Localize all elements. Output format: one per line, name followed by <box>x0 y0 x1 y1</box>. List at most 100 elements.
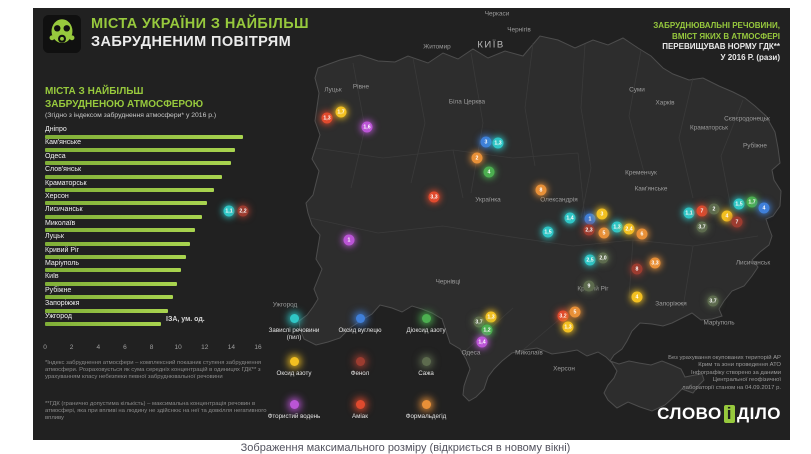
map-city-label: Краматорськ <box>690 124 728 132</box>
bar-city-label: Миколаїв <box>45 219 76 227</box>
map-marker-soot: 3,7 <box>707 295 719 307</box>
legend-label: Сажа <box>418 370 434 377</box>
map-city-label: Херсон <box>553 365 575 373</box>
bar <box>45 188 215 193</box>
axis-tick: 2 <box>69 344 74 351</box>
map-city-label: Олександрія <box>540 196 578 204</box>
bar <box>45 295 173 300</box>
map-marker-dust: 2,5 <box>584 254 596 266</box>
axis-tick: 12 <box>201 344 209 351</box>
map-marker-no: 2,4 <box>623 223 635 235</box>
bar-row: Кривий Ріг <box>45 247 277 260</box>
bar-row: Рубіжне <box>45 287 277 300</box>
image-caption-link[interactable]: Зображення максимального розміру (відкри… <box>240 442 571 454</box>
credits-line: Інфографіку створено за даними <box>690 369 781 376</box>
bar-row: Лисичанськ <box>45 206 277 219</box>
map-marker-formaldehyde: 5 <box>598 227 610 239</box>
map-city-label: Миколаїв <box>515 349 543 357</box>
legend-item-no: Оксид азоту <box>261 357 327 398</box>
bar <box>45 161 232 166</box>
formaldehyde-legend-dot <box>421 400 431 409</box>
map-marker-phenol: 7 <box>731 216 743 228</box>
credits-line: Без урахування окупованих територій АР <box>668 355 781 361</box>
bar-city-label: Краматорськ <box>45 179 87 187</box>
bar-city-label: Луцьк <box>45 233 64 241</box>
legend-item-fluoride: Фтористий водень <box>261 400 327 440</box>
map-marker-dust: 1,3 <box>492 137 504 149</box>
logo-part1: СЛОВО <box>657 404 722 423</box>
bar <box>45 321 161 326</box>
bar-row: Херсон <box>45 193 277 206</box>
bar-row: Ужгород <box>45 313 277 326</box>
bar-row: Дніпро <box>45 126 277 139</box>
infographic-title-line2: ЗАБРУДНЕНИМ ПОВІТРЯМ <box>91 34 292 50</box>
map-marker-dust: 1,5 <box>542 226 554 238</box>
map-city-label: Кам'янське <box>634 185 668 193</box>
axis-tick: 16 <box>254 344 262 351</box>
map-overlay: Черкаси Чернігів Житомир КИЇВ Суми Харків Крам… <box>33 8 790 440</box>
map-marker-no2: 1,7 <box>746 196 758 208</box>
legend-item-ammonia: Аміак <box>327 400 393 440</box>
map-city-label: Черкаси <box>484 10 510 18</box>
map-marker-dust: 1,5 <box>733 198 745 210</box>
co-legend-dot <box>355 314 365 323</box>
axis-tick: 6 <box>123 344 127 351</box>
map-marker-ammonia: 7 <box>696 205 708 217</box>
bar <box>45 268 181 273</box>
bar <box>45 308 168 313</box>
map-city-label: Луцьк <box>324 86 342 94</box>
map-marker-formaldehyde: 6 <box>636 228 648 240</box>
map-marker-ammonia: 3,2 <box>557 310 569 322</box>
map-marker-fluoride: 1 <box>343 234 355 246</box>
infographic-image[interactable]: Черкаси Чернігів Житомир КИЇВ Суми Харків Крам… <box>33 8 790 440</box>
map-marker-no: 1,3 <box>485 311 497 323</box>
bar-city-label: Дніпро <box>45 126 67 133</box>
bar-city-label: Кривий Ріг <box>45 246 80 254</box>
map-marker-no: 3 <box>596 208 608 220</box>
map-city-label: Чернігів <box>507 26 531 34</box>
map-marker-phenol: 2,2 <box>237 205 249 217</box>
credits-line: Крим та зони проведення АТО <box>698 362 781 369</box>
no-legend-dot <box>289 357 299 366</box>
map-city-label: Суми <box>629 86 645 94</box>
bar-chart-subtitle: (Згідно з індексом забруднення атмосфери… <box>45 112 217 119</box>
bar-row: Краматорськ <box>45 180 277 193</box>
map-marker-co: 4 <box>758 202 770 214</box>
bar-city-label: Слов'янськ <box>45 166 82 174</box>
map-marker-ammonia: 3,3 <box>428 191 440 203</box>
map-marker-co: 3 <box>480 136 492 148</box>
bar <box>45 281 177 286</box>
right-header-line1: ЗАБРУДНЮВАЛЬНІ РЕЧОВИНИ, <box>653 21 780 30</box>
map-city-label: Рівне <box>352 83 370 91</box>
bar-chart-title: МІСТА З НАЙБІЛЬШ ЗАБРУДНЕНОЮ АТМОСФЕРОЮ <box>45 86 203 111</box>
bar-row: Одеса <box>45 153 277 166</box>
legend-label: Оксид азоту <box>276 370 312 377</box>
bar-chart-title-line2: ЗАБРУДНЕНОЮ АТМОСФЕРОЮ <box>45 98 204 110</box>
bar-city-label: Запоріжжя <box>45 300 80 308</box>
bar-city-label: Рубіжне <box>45 286 72 294</box>
map-marker-dust: 1,3 <box>611 221 623 233</box>
logo-part2: і <box>723 405 735 423</box>
dust-legend-dot <box>289 314 299 323</box>
axis-tick: 4 <box>96 344 101 351</box>
ammonia-legend-dot <box>355 400 365 409</box>
bar-city-label: Ужгород <box>45 313 72 321</box>
map-marker-formaldehyde: 8 <box>535 184 547 196</box>
legend-item-formaldehyde: Формальдегід <box>393 400 459 440</box>
bar <box>45 201 208 206</box>
map-marker-no: 4 <box>721 210 733 222</box>
map-marker-soot: 3,7 <box>696 221 708 233</box>
bar-city-label: Кам'янське <box>45 139 81 147</box>
right-header: ЗАБРУДНЮВАЛЬНІ РЕЧОВИНИ, ВМІСТ ЯКИХ В АТ… <box>653 21 780 63</box>
map-marker-no2: 1,2 <box>481 324 493 336</box>
bar-row: Миколаїв <box>45 220 277 233</box>
ukraine-outline <box>298 35 782 412</box>
bar-city-label: Одеса <box>45 152 66 160</box>
map-marker-no: 1,3 <box>562 321 574 333</box>
bar-row: Запоріжжя <box>45 300 277 313</box>
map-marker-dust: 1,4 <box>564 212 576 224</box>
x-axis: 0 2 4 6 8 10 12 14 16 <box>43 344 271 354</box>
axis-unit-label: ІЗА, ум. од. <box>166 316 205 323</box>
bar-city-label: Лисичанськ <box>45 206 83 214</box>
map-city-label: Запоріжжя <box>655 300 687 308</box>
